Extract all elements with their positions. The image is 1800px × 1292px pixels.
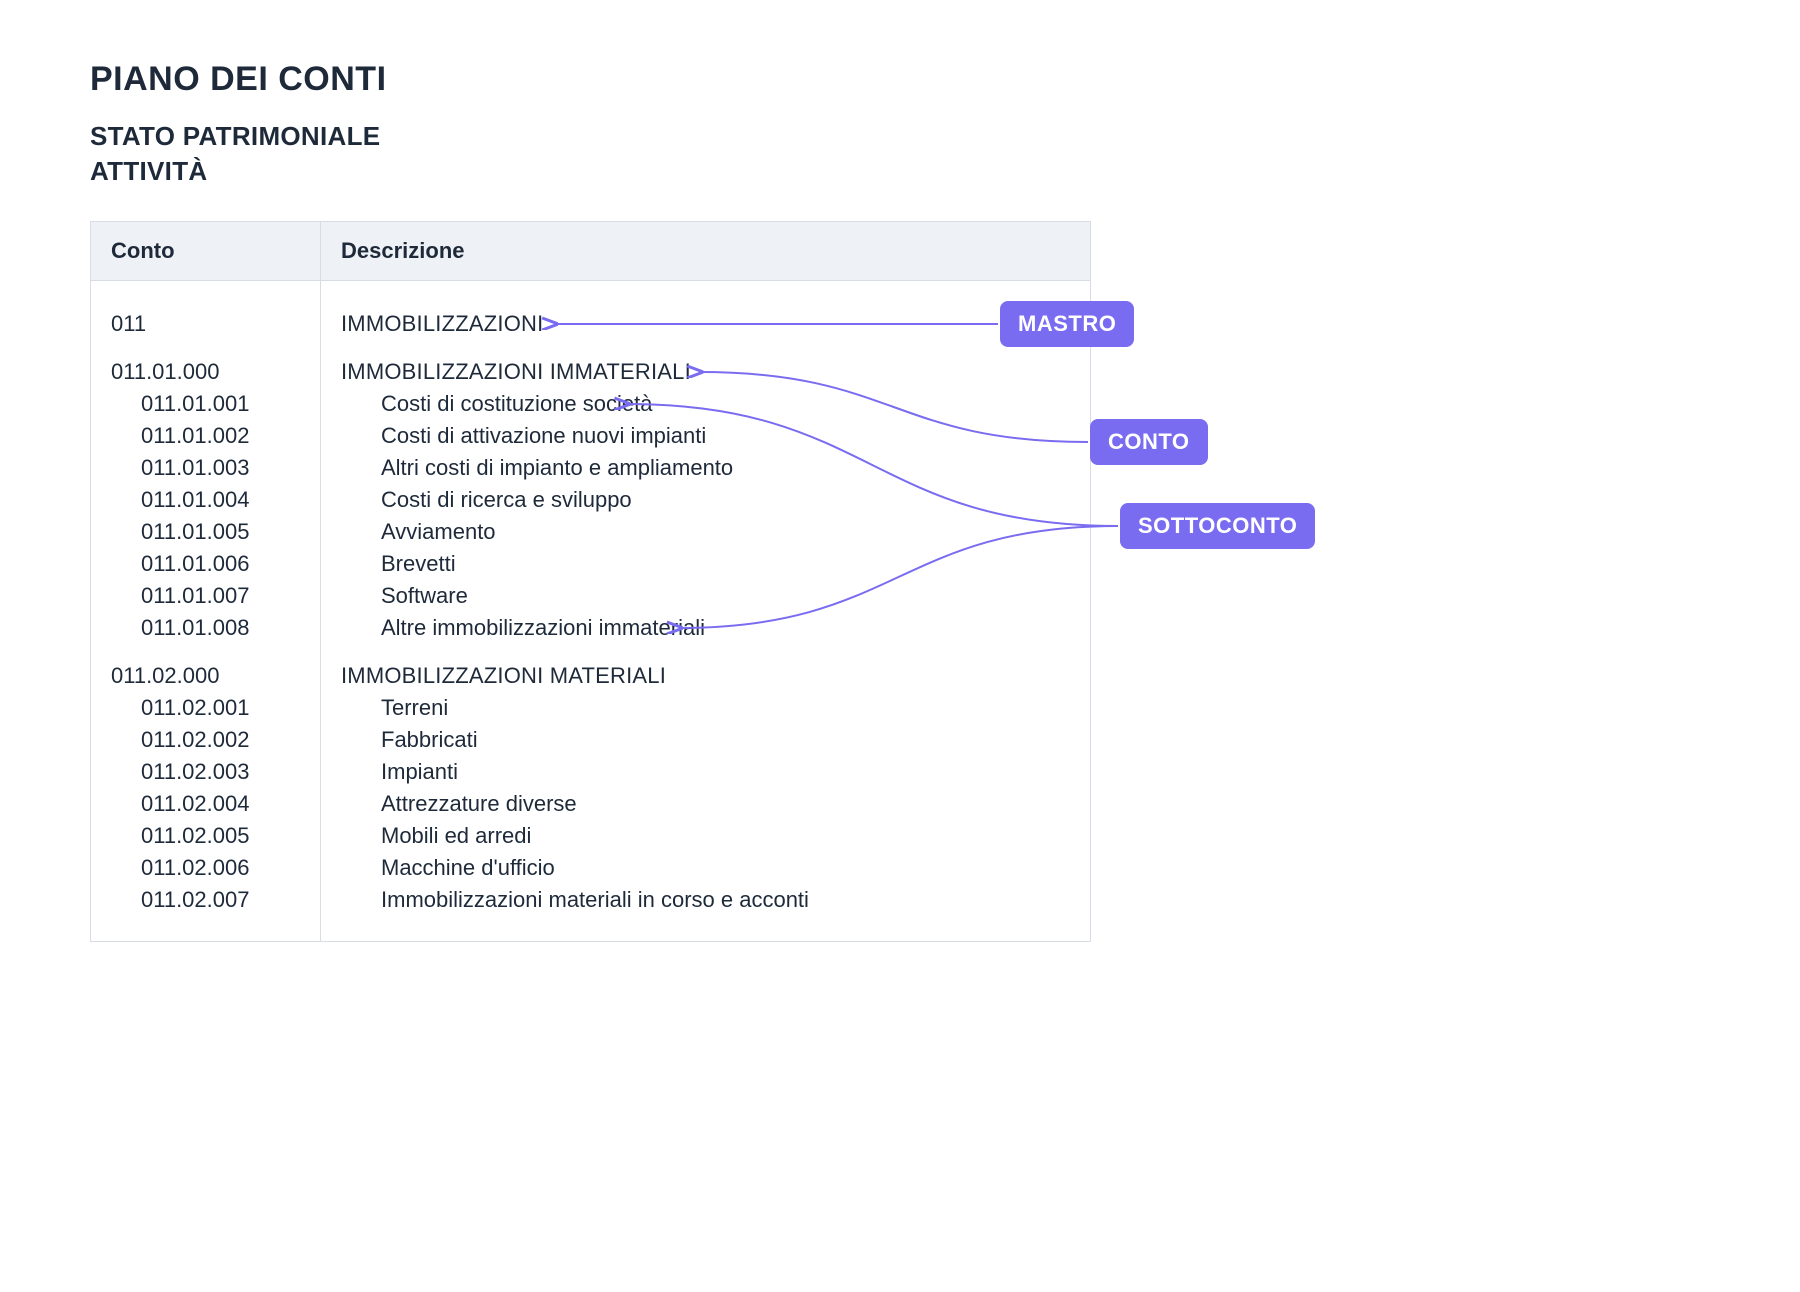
account-code: 011.01.005 (111, 517, 300, 547)
account-desc: Terreni (341, 693, 1070, 723)
account-desc: Software (341, 581, 1070, 611)
account-code: 011.02.006 (111, 853, 300, 883)
table-wrapper: Conto Descrizione 011011.01.000011.01.00… (90, 221, 1710, 942)
account-code: 011.02.004 (111, 789, 300, 819)
account-desc: Altre immobilizzazioni immateriali (341, 613, 1070, 643)
account-desc: Impianti (341, 757, 1070, 787)
page-title: PIANO DEI CONTI (90, 60, 1710, 99)
account-desc: Macchine d'ufficio (341, 853, 1070, 883)
account-desc: Brevetti (341, 549, 1070, 579)
account-desc: Avviamento (341, 517, 1070, 547)
account-code: 011.01.006 (111, 549, 300, 579)
account-code: 011.02.001 (111, 693, 300, 723)
account-desc: IMMOBILIZZAZIONI MATERIALI (341, 661, 1070, 691)
account-desc: IMMOBILIZZAZIONI IMMATERIALI (341, 357, 1070, 387)
badge-conto: CONTO (1090, 419, 1208, 465)
account-desc: Costi di ricerca e sviluppo (341, 485, 1070, 515)
account-desc: IMMOBILIZZAZIONI (341, 309, 1070, 339)
account-desc: Altri costi di impianto e ampliamento (341, 453, 1070, 483)
account-desc: Costi di attivazione nuovi impianti (341, 421, 1070, 451)
account-code: 011.01.003 (111, 453, 300, 483)
account-code: 011.02.005 (111, 821, 300, 851)
account-code: 011.02.002 (111, 725, 300, 755)
badge-mastro: MASTRO (1000, 301, 1134, 347)
account-code: 011.01.000 (111, 357, 300, 387)
account-code: 011.02.007 (111, 885, 300, 915)
account-desc: Attrezzature diverse (341, 789, 1070, 819)
account-code: 011 (111, 309, 300, 339)
col-header-code: Conto (91, 222, 321, 281)
account-code: 011.02.003 (111, 757, 300, 787)
subtitle-2: ATTIVITÀ (90, 156, 1710, 187)
account-desc: Immobilizzazioni materiali in corso e ac… (341, 885, 1070, 915)
account-code: 011.01.002 (111, 421, 300, 451)
badge-sottoconto: SOTTOCONTO (1120, 503, 1315, 549)
account-desc: Costi di costituzione società (341, 389, 1070, 419)
account-code: 011.01.007 (111, 581, 300, 611)
account-code: 011.01.004 (111, 485, 300, 515)
col-header-desc: Descrizione (321, 222, 1091, 281)
accounts-table: Conto Descrizione 011011.01.000011.01.00… (90, 221, 1091, 942)
account-desc: Mobili ed arredi (341, 821, 1070, 851)
account-code: 011.01.001 (111, 389, 300, 419)
account-desc: Fabbricati (341, 725, 1070, 755)
desc-cell: IMMOBILIZZAZIONI IMMOBILIZZAZIONI IMMATER… (321, 281, 1091, 942)
code-cell: 011011.01.000011.01.001011.01.002011.01.… (91, 281, 321, 942)
account-code: 011.02.000 (111, 661, 300, 691)
subtitle-1: STATO PATRIMONIALE (90, 121, 1710, 152)
account-code: 011.01.008 (111, 613, 300, 643)
